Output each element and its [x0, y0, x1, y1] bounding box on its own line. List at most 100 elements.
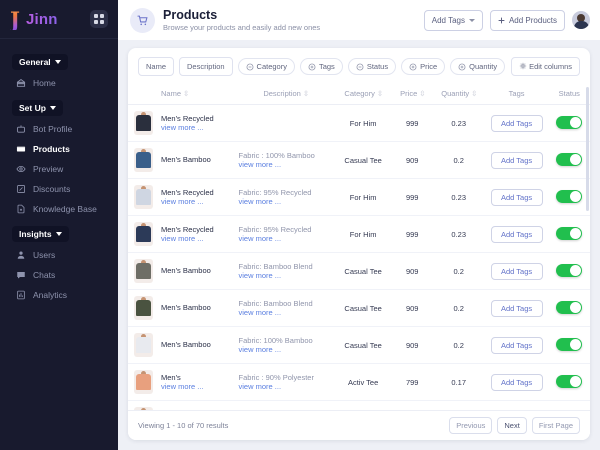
table-scrollbar[interactable] — [586, 87, 589, 211]
next-page-button[interactable]: Next — [497, 417, 527, 434]
add-tags-button[interactable]: Add Tags — [490, 151, 543, 169]
sidebar-item-discounts[interactable]: Discounts — [0, 179, 118, 199]
add-tags-button[interactable]: Add Tags — [490, 299, 543, 317]
description-view-more-link[interactable]: view more ... — [238, 308, 282, 318]
description-view-more-link[interactable]: view more ... — [238, 271, 282, 281]
table-row[interactable]: Men's Recycled view more ... Fabric: 95% R… — [128, 178, 590, 216]
table-row[interactable]: Unisexview more ...Fabric: 95% Recycledv… — [128, 400, 590, 410]
status-toggle[interactable] — [556, 300, 583, 314]
table-row[interactable]: Men's Recycled view more ... For Him 999 0.2… — [128, 104, 590, 142]
first-page-button[interactable]: First Page — [531, 417, 580, 434]
sidebar-item-chats[interactable]: Chats — [0, 265, 118, 285]
add-tags-dropdown[interactable]: Add Tags — [423, 9, 483, 31]
th-label: Name — [161, 89, 182, 98]
sidebar-item-label: Home — [33, 78, 56, 88]
previous-page-button[interactable]: Previous — [449, 417, 493, 434]
page-title: Products — [163, 8, 218, 22]
caret-down-icon — [55, 232, 62, 236]
cell-category: For Him — [334, 104, 392, 142]
sidebar-group-insights[interactable]: Insights — [12, 226, 69, 242]
table-row[interactable]: Men's view more ... Fabric : 90% Polyester… — [128, 363, 590, 401]
cell-description: Fabric : 100% Bamboo view more ... — [236, 141, 335, 179]
status-toggle[interactable] — [556, 189, 583, 203]
th-quantity[interactable]: Quantity ⇳ — [432, 85, 485, 105]
cell-name: Men's Bamboo — [159, 252, 237, 290]
page-subtitle: Browse your products and easily add new … — [163, 23, 321, 32]
description-view-more-link[interactable]: view more ... — [238, 160, 282, 170]
filter-chip-status[interactable]: Status — [347, 58, 397, 75]
filter-description[interactable]: Description — [179, 57, 233, 76]
status-toggle[interactable] — [556, 374, 583, 388]
description-view-more-link[interactable]: view more ... — [238, 382, 282, 392]
sidebar-item-knowledge-base[interactable]: Knowledge Base — [0, 199, 118, 219]
cell-thumb — [128, 326, 159, 364]
cell-status — [548, 178, 590, 216]
cell-quantity: 0.2 — [432, 252, 485, 290]
name-view-more-link[interactable]: view more ... — [161, 234, 204, 244]
description-view-more-link[interactable]: view more ... — [238, 234, 282, 244]
product-description: Fabric: 100% Bamboo — [238, 335, 313, 345]
name-view-more-link[interactable]: view more ... — [161, 197, 204, 207]
name-view-more-link[interactable]: view more ... — [161, 382, 204, 392]
product-description: Fabric : 100% Bamboo — [238, 150, 315, 160]
cell-price: 909 — [391, 252, 433, 290]
avatar[interactable] — [572, 11, 590, 29]
status-toggle[interactable] — [556, 115, 583, 129]
sidebar-item-bot-profile[interactable]: Bot Profile — [0, 119, 118, 139]
filter-chip-price[interactable]: Price — [401, 58, 446, 75]
table-row[interactable]: Men's Bamboo Fabric: Bamboo Blend view mor… — [128, 289, 590, 327]
status-toggle[interactable] — [556, 226, 583, 240]
th-name[interactable]: Name ⇳ — [159, 85, 237, 105]
sidebar-item-analytics[interactable]: Analytics — [0, 285, 118, 305]
table-head: Name ⇳ Description ⇳ Category ⇳ Price ⇳ Quan… — [128, 85, 590, 105]
filter-name[interactable]: Name — [138, 57, 175, 76]
th-category[interactable]: Category ⇳ — [334, 85, 392, 105]
sidebar-group-setup[interactable]: Set Up — [12, 100, 63, 116]
description-view-more-link[interactable]: view more ... — [238, 197, 282, 207]
add-tags-button[interactable]: Add Tags — [490, 373, 543, 391]
sidebar-item-products[interactable]: Products — [0, 139, 118, 159]
th-label: Tags — [508, 89, 525, 98]
table-row[interactable]: Men's Recycled view more ... Fabric: 95% R… — [128, 215, 590, 253]
cell-status — [548, 215, 590, 253]
viewing-count: Viewing 1 - 10 of 70 results — [138, 421, 229, 430]
filter-chip-quantity[interactable]: Quantity — [450, 58, 506, 75]
chat-icon — [17, 272, 25, 279]
add-tags-button[interactable]: Add Tags — [490, 262, 543, 280]
table-row[interactable]: Men's Bamboo Fabric: Bamboo Blend view mor… — [128, 252, 590, 290]
sidebar-group-general[interactable]: General — [12, 54, 68, 70]
cell-name: Men's Recycled view more ... — [159, 178, 237, 216]
grid-apps-icon[interactable] — [90, 10, 108, 28]
sidebar-item-preview[interactable]: Preview — [0, 159, 118, 179]
sidebar-item-label: Analytics — [33, 290, 68, 300]
add-tags-button[interactable]: Add Tags — [490, 225, 543, 243]
sidebar-item-home[interactable]: Home — [0, 73, 118, 93]
add-products-button[interactable]: Add Products — [489, 9, 565, 31]
add-tags-button[interactable]: Add Tags — [490, 114, 543, 132]
edit-columns-button[interactable]: Edit columns — [510, 57, 580, 76]
add-tags-button[interactable]: Add Tags — [490, 188, 543, 206]
filter-chip-category[interactable]: Category — [237, 58, 295, 75]
status-toggle[interactable] — [556, 152, 583, 166]
cell-category: Casual Tee — [334, 141, 392, 179]
table-row[interactable]: Men's Bamboo Fabric : 100% Bamboo view mor… — [128, 141, 590, 179]
status-toggle[interactable] — [556, 263, 583, 277]
sidebar-item-users[interactable]: Users — [0, 245, 118, 265]
table-row[interactable]: Men's Bamboo Fabric: 100% Bamboo view more… — [128, 326, 590, 364]
sidebar-group-label: General — [19, 57, 51, 67]
th-price[interactable]: Price ⇳ — [391, 85, 433, 105]
th-tags: Tags — [484, 85, 549, 105]
sidebar-item-label: Chats — [33, 270, 56, 280]
ticket-icon — [17, 185, 25, 193]
description-view-more-link[interactable]: view more ... — [238, 345, 282, 355]
sort-icon: ⇳ — [419, 89, 426, 98]
filter-chip-tags[interactable]: Tags — [299, 58, 343, 75]
cell-thumb — [128, 104, 159, 142]
add-tags-button[interactable]: Add Tags — [490, 336, 543, 354]
status-toggle[interactable] — [556, 337, 583, 351]
th-description[interactable]: Description ⇳ — [236, 85, 335, 105]
chip-label: Category — [256, 62, 287, 71]
name-view-more-link[interactable]: view more ... — [161, 123, 204, 133]
